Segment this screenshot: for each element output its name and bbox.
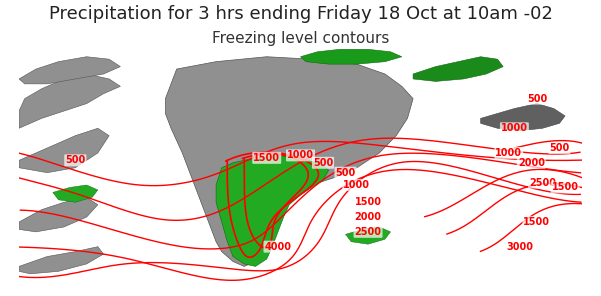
Text: 2500: 2500 <box>355 227 382 237</box>
Polygon shape <box>165 57 413 266</box>
Polygon shape <box>19 247 103 274</box>
Polygon shape <box>481 104 565 131</box>
Text: 2500: 2500 <box>529 178 556 188</box>
Text: 2000: 2000 <box>355 212 382 222</box>
Text: 1000: 1000 <box>501 123 528 133</box>
Text: 500: 500 <box>66 155 85 165</box>
Polygon shape <box>346 227 391 244</box>
Text: 1500: 1500 <box>523 217 551 227</box>
Text: 500: 500 <box>335 168 356 178</box>
Text: 3000: 3000 <box>507 242 534 252</box>
Text: 1500: 1500 <box>552 182 579 192</box>
Polygon shape <box>19 57 120 84</box>
Text: 1000: 1000 <box>287 150 314 160</box>
Text: 1000: 1000 <box>495 148 522 158</box>
Polygon shape <box>300 49 402 64</box>
Text: 500: 500 <box>527 94 547 104</box>
Polygon shape <box>216 155 329 266</box>
Text: 4000: 4000 <box>264 242 291 252</box>
Text: 1000: 1000 <box>343 180 370 190</box>
Polygon shape <box>19 197 98 232</box>
Polygon shape <box>19 128 109 173</box>
Polygon shape <box>413 57 503 81</box>
Text: 1500: 1500 <box>355 197 382 207</box>
Polygon shape <box>19 74 120 128</box>
Text: Precipitation for 3 hrs ending Friday 18 Oct at 10am -02: Precipitation for 3 hrs ending Friday 18… <box>49 5 552 23</box>
Polygon shape <box>53 185 98 202</box>
Text: 500: 500 <box>313 158 333 168</box>
Text: 500: 500 <box>549 143 570 153</box>
Text: Freezing level contours: Freezing level contours <box>212 31 389 46</box>
Text: 2000: 2000 <box>518 158 545 168</box>
Text: 1500: 1500 <box>253 153 280 163</box>
